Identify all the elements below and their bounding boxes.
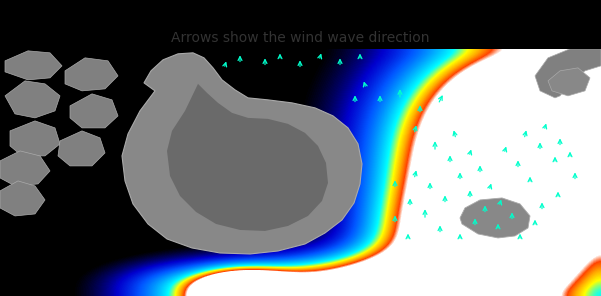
Polygon shape — [0, 181, 45, 216]
Polygon shape — [460, 198, 530, 238]
Polygon shape — [0, 151, 50, 186]
Polygon shape — [122, 53, 362, 254]
Polygon shape — [70, 94, 118, 128]
Polygon shape — [10, 121, 60, 156]
Polygon shape — [167, 84, 328, 231]
Polygon shape — [5, 51, 62, 80]
Polygon shape — [535, 49, 601, 98]
Polygon shape — [65, 58, 118, 91]
Polygon shape — [58, 131, 105, 166]
Polygon shape — [5, 81, 60, 118]
Text: Arrows show the wind wave direction: Arrows show the wind wave direction — [171, 31, 430, 45]
Polygon shape — [548, 68, 590, 96]
Text: Primary Swell energy on Monday 20 Jan at 6pm -03: Primary Swell energy on Monday 20 Jan at… — [41, 7, 560, 25]
